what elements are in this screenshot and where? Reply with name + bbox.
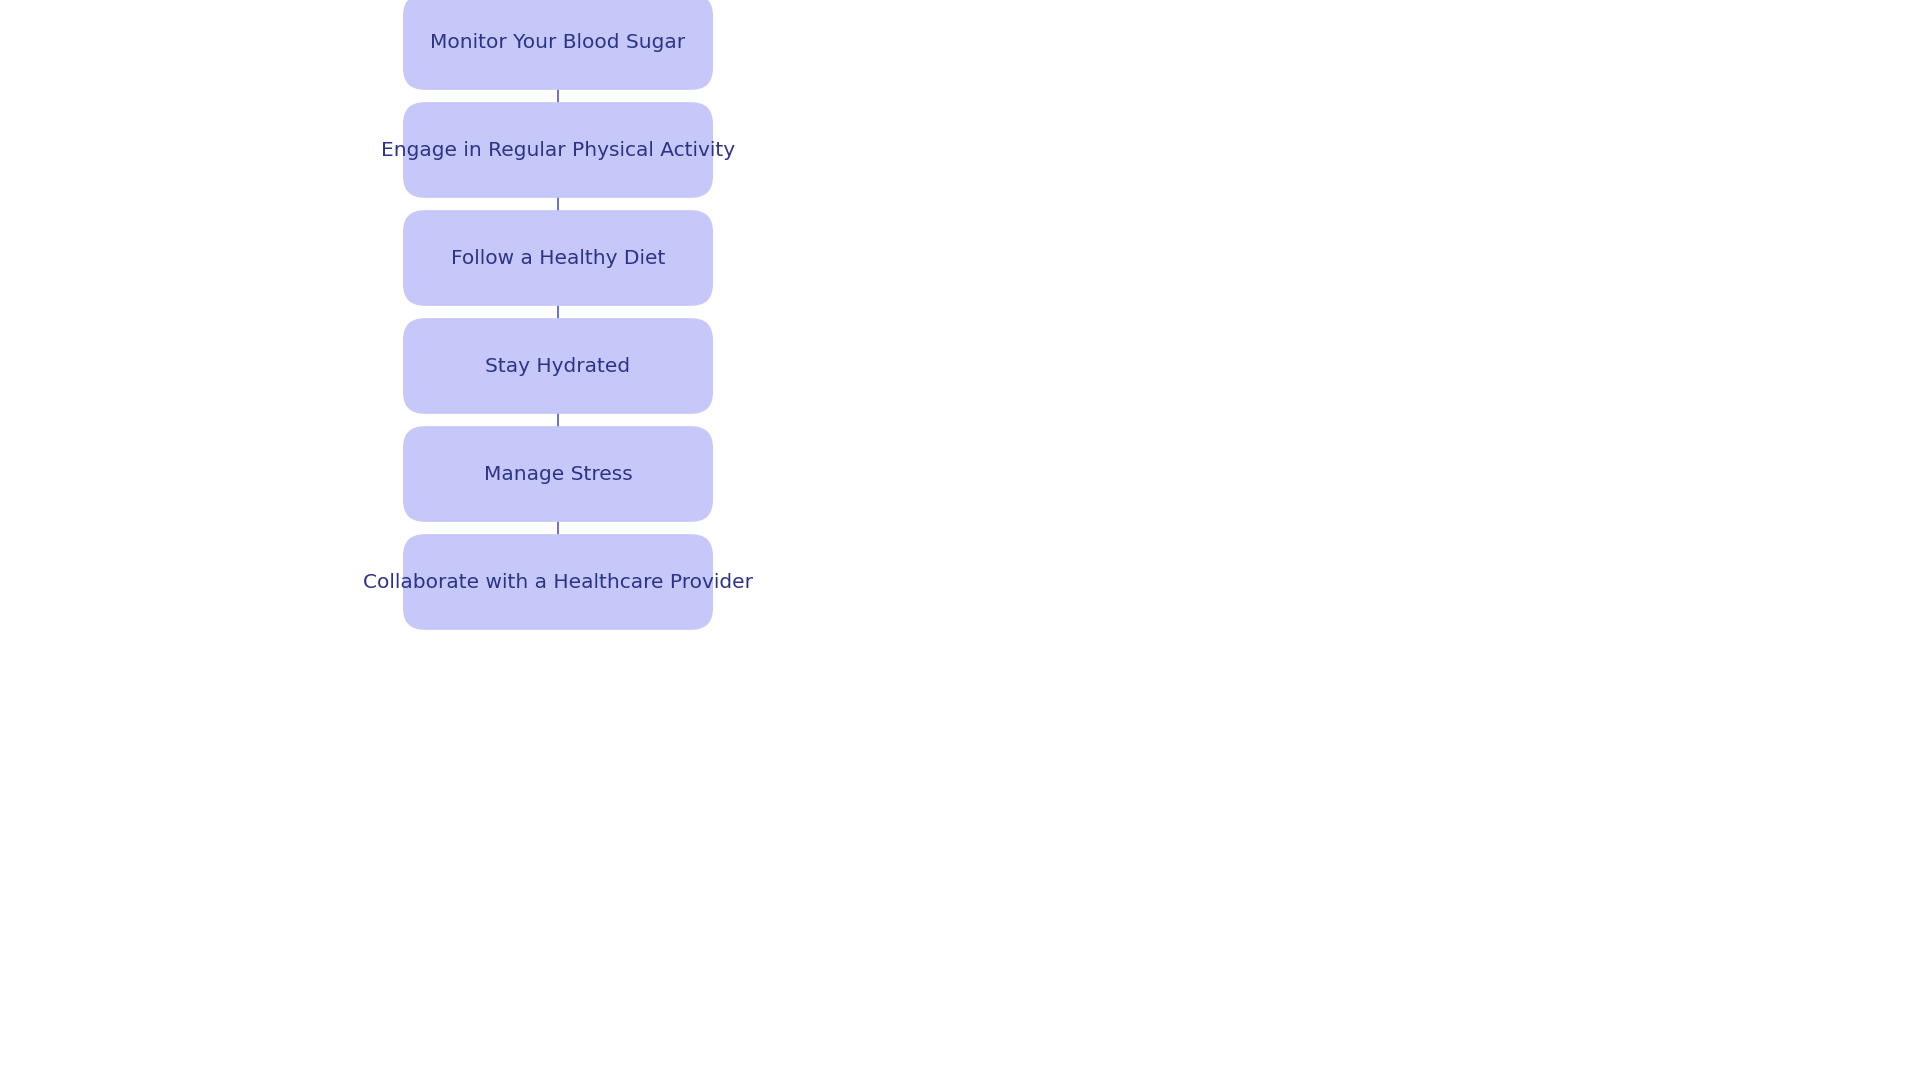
FancyBboxPatch shape: [403, 318, 712, 414]
Text: Manage Stress: Manage Stress: [484, 465, 632, 483]
Text: Collaborate with a Healthcare Provider: Collaborate with a Healthcare Provider: [363, 573, 753, 591]
FancyBboxPatch shape: [403, 534, 712, 630]
FancyBboxPatch shape: [403, 0, 712, 90]
FancyBboxPatch shape: [403, 102, 712, 198]
Text: Engage in Regular Physical Activity: Engage in Regular Physical Activity: [380, 141, 735, 159]
FancyBboxPatch shape: [403, 210, 712, 305]
Text: Stay Hydrated: Stay Hydrated: [486, 356, 630, 376]
Text: Follow a Healthy Diet: Follow a Healthy Diet: [451, 248, 664, 268]
FancyBboxPatch shape: [403, 426, 712, 522]
Text: Monitor Your Blood Sugar: Monitor Your Blood Sugar: [430, 32, 685, 52]
